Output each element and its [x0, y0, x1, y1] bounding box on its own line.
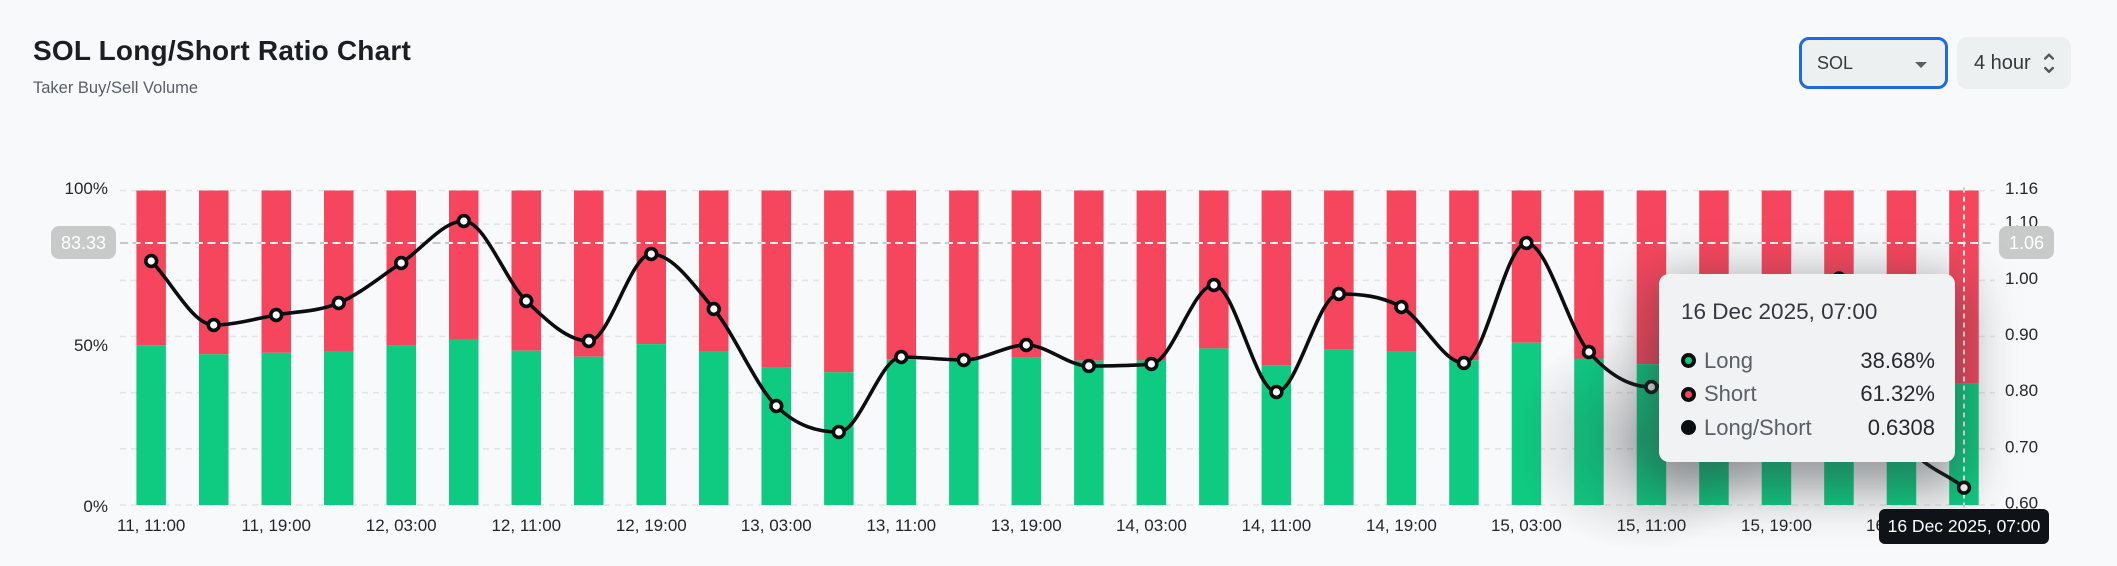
svg-text:13, 19:00: 13, 19:00: [991, 516, 1062, 535]
svg-text:0.70: 0.70: [2005, 437, 2038, 456]
svg-text:50%: 50%: [74, 336, 108, 355]
svg-text:1.06: 1.06: [2009, 233, 2044, 253]
svg-text:1.00: 1.00: [2005, 269, 2038, 288]
svg-text:11, 19:00: 11, 19:00: [241, 516, 311, 535]
svg-text:12, 11:00: 12, 11:00: [491, 516, 561, 535]
svg-text:15, 11:00: 15, 11:00: [1617, 516, 1687, 535]
svg-text:15, 03:00: 15, 03:00: [1491, 516, 1562, 535]
svg-text:1.16: 1.16: [2005, 179, 2038, 198]
svg-text:15, 19:00: 15, 19:00: [1741, 516, 1812, 535]
svg-text:0.90: 0.90: [2005, 325, 2038, 344]
svg-text:13, 03:00: 13, 03:00: [741, 516, 812, 535]
svg-text:14, 11:00: 14, 11:00: [1242, 516, 1312, 535]
svg-text:11, 11:00: 11, 11:00: [117, 516, 185, 535]
svg-text:0.60: 0.60: [2005, 494, 2038, 513]
svg-text:14, 03:00: 14, 03:00: [1116, 516, 1187, 535]
svg-text:0%: 0%: [83, 497, 108, 516]
svg-text:0.80: 0.80: [2005, 381, 2038, 400]
svg-text:13, 11:00: 13, 11:00: [866, 516, 936, 535]
svg-text:14, 19:00: 14, 19:00: [1366, 516, 1437, 535]
svg-text:12, 19:00: 12, 19:00: [616, 516, 687, 535]
svg-text:100%: 100%: [65, 179, 108, 198]
svg-text:83.33: 83.33: [61, 233, 106, 253]
svg-text:12, 03:00: 12, 03:00: [366, 516, 437, 535]
